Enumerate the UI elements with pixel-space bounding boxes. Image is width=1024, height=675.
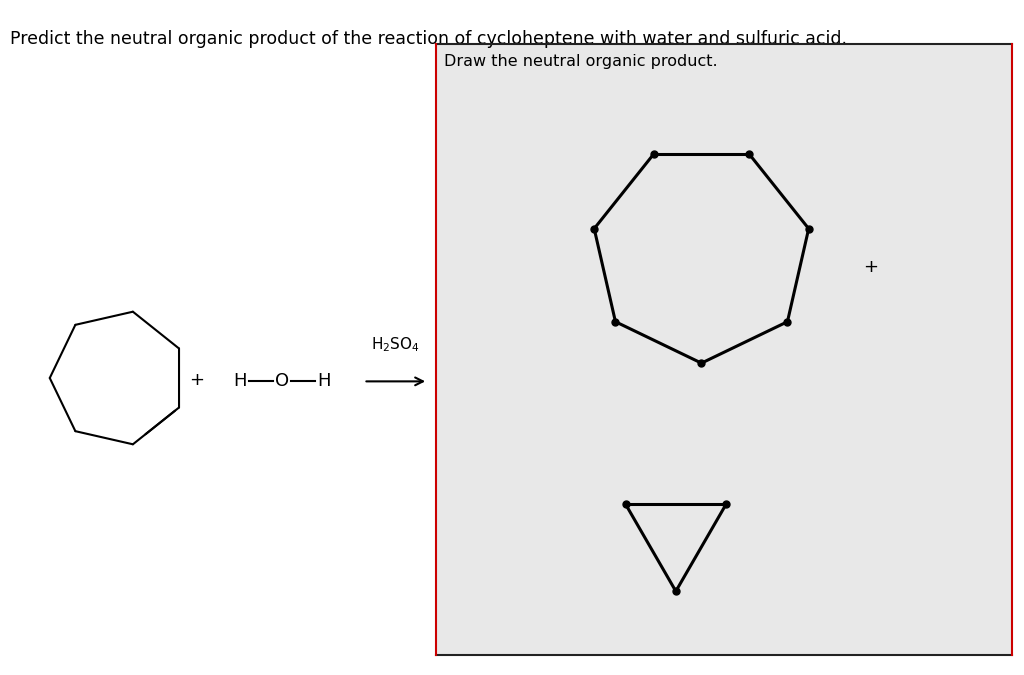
- Text: +: +: [863, 258, 878, 275]
- Text: Draw the neutral organic product.: Draw the neutral organic product.: [444, 54, 718, 69]
- Text: Predict the neutral organic product of the reaction of cycloheptene with water a: Predict the neutral organic product of t…: [10, 30, 847, 49]
- Text: $\rm H_2SO_4$: $\rm H_2SO_4$: [371, 335, 420, 354]
- Text: H: H: [232, 373, 247, 390]
- Text: H: H: [316, 373, 331, 390]
- Bar: [436, 44, 1012, 655]
- Text: O: O: [274, 373, 289, 390]
- Text: +: +: [189, 371, 204, 389]
